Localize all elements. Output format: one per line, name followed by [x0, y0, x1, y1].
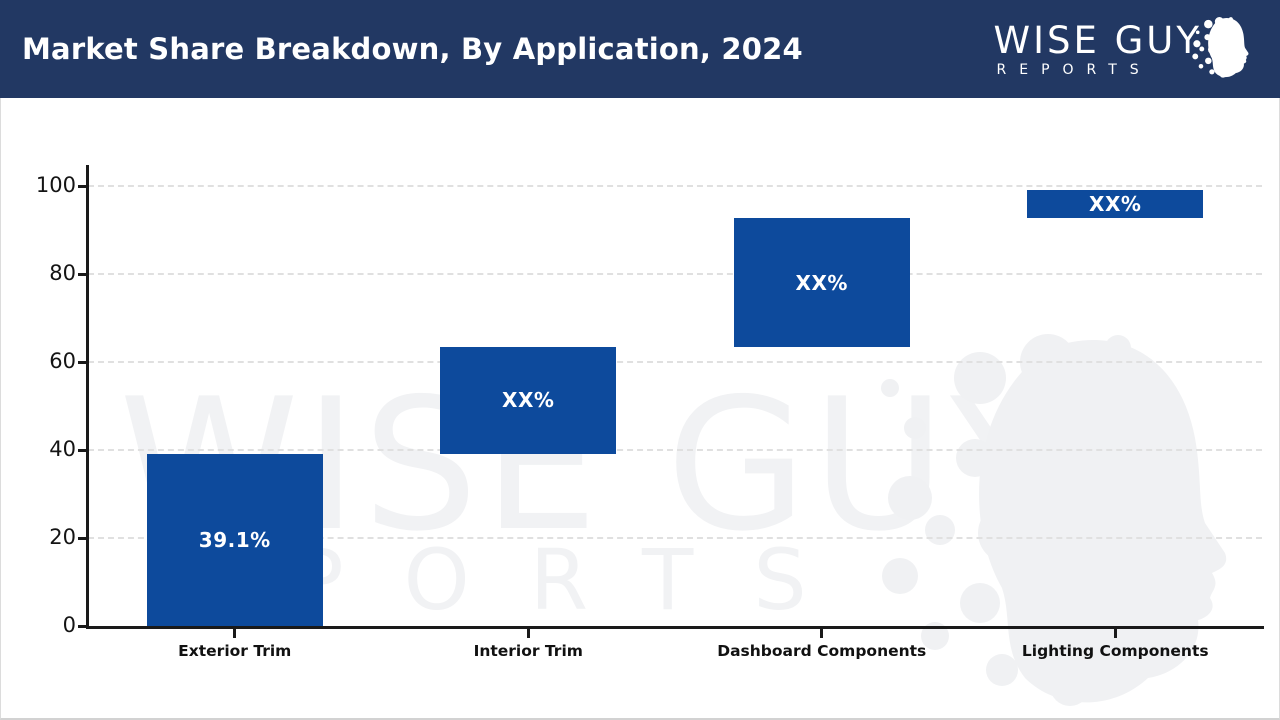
x-axis-line [86, 626, 1264, 629]
bar-interior-trim: XX% [440, 347, 617, 454]
watermark-head-graphic [881, 334, 1227, 706]
y-tick-40 [78, 449, 87, 452]
logo-wordmark-line1: WISE GUY [993, 18, 1202, 62]
y-tick-100 [78, 185, 87, 188]
bar-value-label: XX% [502, 388, 555, 413]
y-axis-line [86, 165, 89, 629]
y-tick-20 [78, 537, 87, 540]
y-tick-label-40: 40 [49, 437, 76, 461]
x-tick-4 [1113, 629, 1117, 638]
gridline-20 [88, 537, 1262, 539]
bar-exterior-trim: 39.1% [146, 453, 323, 626]
y-tick-label-80: 80 [49, 261, 76, 285]
category-label-4: Lighting Components [1021, 642, 1209, 660]
bar-value-label: 39.1% [198, 527, 271, 552]
y-tick-80 [78, 273, 87, 276]
gridline-60 [88, 361, 1262, 363]
category-label-3: Dashboard Components [717, 642, 927, 660]
category-label-1: Exterior Trim [178, 642, 292, 660]
page-title: Market Share Breakdown, By Application, … [22, 32, 803, 66]
bar-value-label: XX% [1089, 192, 1142, 217]
x-tick-1 [233, 629, 237, 638]
wise-guy-reports-logo: WISE GUY REPORTS [994, 16, 1254, 80]
x-tick-2 [526, 629, 530, 638]
gridline-80 [88, 273, 1262, 275]
category-label-2: Interior Trim [473, 642, 583, 660]
bar-value-label: XX% [795, 270, 848, 295]
bar-lighting-components: XX% [1027, 189, 1204, 219]
bar-dashboard-components: XX% [733, 218, 910, 348]
y-tick-60 [78, 361, 87, 364]
logo-wordmark-line2: REPORTS [996, 61, 1152, 78]
header-bar: Market Share Breakdown, By Application, … [0, 0, 1280, 98]
y-tick-label-20: 20 [49, 525, 76, 549]
x-tick-3 [820, 629, 824, 638]
logo-head-icon [1192, 16, 1249, 78]
y-tick-0 [78, 625, 87, 628]
logo-wordmark: WISE GUY REPORTS [994, 22, 1202, 77]
y-tick-label-60: 60 [49, 349, 76, 373]
watermark-text-ports: PORTS [293, 531, 867, 629]
gridline-40 [88, 449, 1262, 451]
gridline-100 [88, 185, 1262, 187]
y-tick-label-100: 100 [35, 173, 76, 197]
y-tick-label-0: 0 [62, 613, 76, 637]
